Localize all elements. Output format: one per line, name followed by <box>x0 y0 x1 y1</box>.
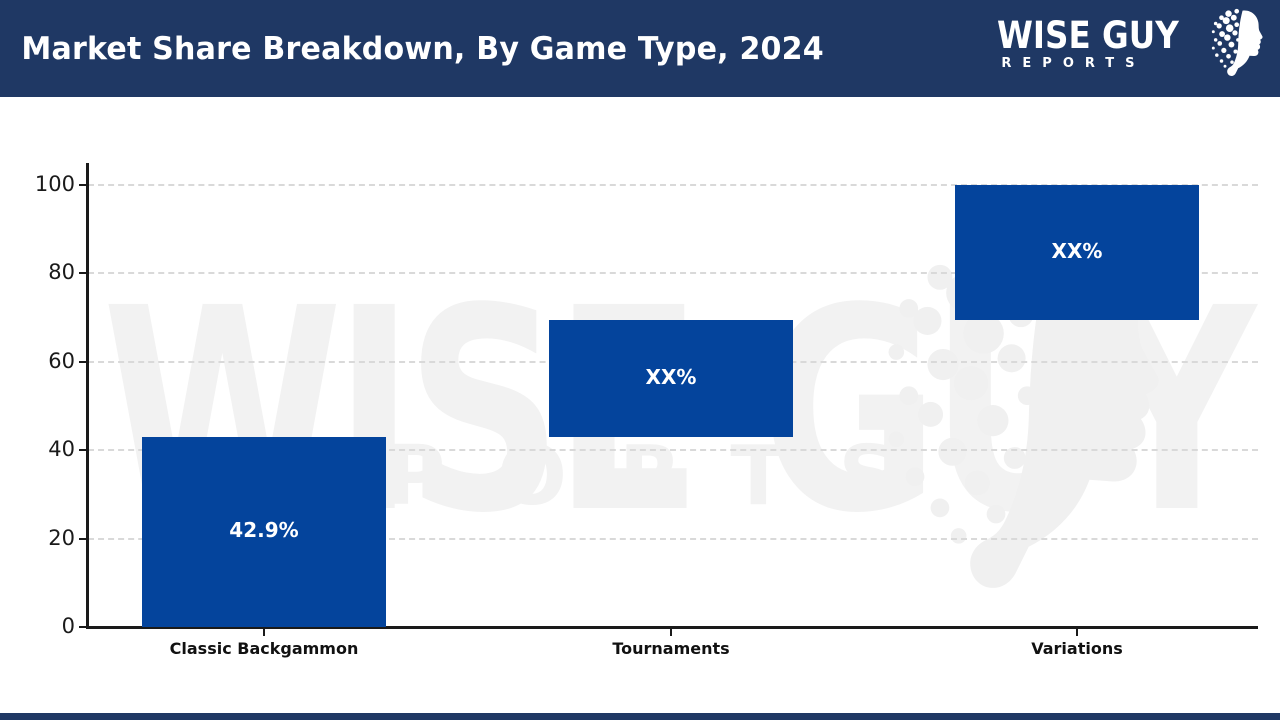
bar-tournaments <box>549 320 793 438</box>
x-axis-label: Variations <box>1031 639 1123 658</box>
y-axis-tick-label: 0 <box>61 614 75 638</box>
x-tick-mark-3 <box>1076 628 1078 636</box>
bar-value-label: 42.9% <box>229 518 299 543</box>
bar-value-label: XX% <box>1051 238 1103 263</box>
gridline-20 <box>88 537 1258 540</box>
brand-subtitle: REPORTS <box>1001 56 1146 72</box>
y-tick-mark-80 <box>79 272 87 275</box>
y-axis-tick-label: 100 <box>34 172 75 196</box>
y-axis-tick-label: 60 <box>48 348 75 373</box>
page-title: Market Share Breakdown, By Game Type, 20… <box>21 30 824 67</box>
brand-face-icon <box>1211 8 1263 76</box>
brand-name: WISE GUY <box>997 13 1180 57</box>
bar-value-label: XX% <box>645 364 697 389</box>
x-axis-label: Tournaments <box>612 639 730 658</box>
y-axis-tick-label: 40 <box>48 437 75 462</box>
footer-bar <box>0 713 1280 720</box>
y-tick-mark-100 <box>79 184 87 186</box>
gridline-100 <box>88 184 1258 186</box>
y-tick-mark-60 <box>79 360 87 363</box>
x-tick-mark-2 <box>670 628 672 636</box>
x-tick-mark-1 <box>263 628 265 636</box>
x-axis-spine <box>86 626 1258 629</box>
y-tick-mark-20 <box>79 537 87 540</box>
bar-classic-backgammon <box>142 437 386 627</box>
x-axis-label: Classic Backgammon <box>169 639 359 658</box>
gridline-80 <box>88 272 1258 275</box>
y-axis-spine <box>86 163 89 629</box>
y-tick-mark-0 <box>79 626 87 628</box>
bar-variations <box>955 185 1199 321</box>
brand-logo: WISE GUY REPORTS <box>997 6 1268 82</box>
y-tick-mark-40 <box>79 449 87 452</box>
header-bar: Market Share Breakdown, By Game Type, 20… <box>0 0 1280 97</box>
y-axis-tick-label: 20 <box>48 525 75 550</box>
y-axis-tick-label: 80 <box>48 260 75 285</box>
gridline-40 <box>88 449 1258 452</box>
brand-logo-text: WISE GUY REPORTS <box>997 13 1204 72</box>
